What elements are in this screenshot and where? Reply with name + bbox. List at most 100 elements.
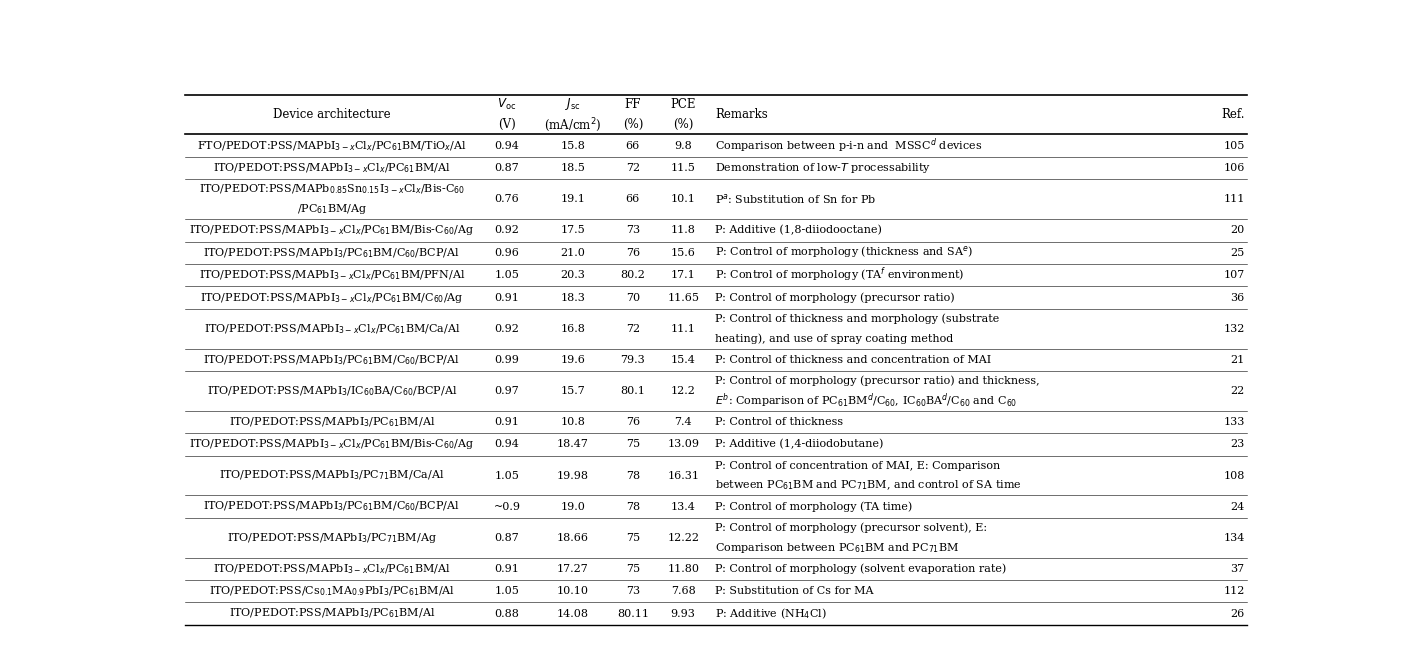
Text: $V_{\mathrm{oc}}$: $V_{\mathrm{oc}}$ bbox=[497, 97, 517, 112]
Text: 105: 105 bbox=[1223, 141, 1244, 151]
Text: Demonstration of low-$T$ processability: Demonstration of low-$T$ processability bbox=[714, 161, 931, 175]
Text: 9.8: 9.8 bbox=[675, 141, 692, 151]
Text: 111: 111 bbox=[1223, 194, 1244, 205]
Text: 21: 21 bbox=[1230, 355, 1244, 365]
Text: 1.05: 1.05 bbox=[494, 471, 520, 481]
Text: 21.0: 21.0 bbox=[561, 248, 585, 258]
Text: P: Additive (1,4-diiodobutane): P: Additive (1,4-diiodobutane) bbox=[714, 440, 884, 449]
Text: 0.91: 0.91 bbox=[494, 417, 520, 427]
Text: 19.6: 19.6 bbox=[561, 355, 585, 365]
Text: ITO/PEDOT:PSS/MAPbI$_{3-x}$Cl$_x$/PC$_{61}$BM/Al: ITO/PEDOT:PSS/MAPbI$_{3-x}$Cl$_x$/PC$_{6… bbox=[213, 162, 450, 175]
Text: ITO/PEDOT:PSS/MAPbI$_{3-x}$Cl$_x$/PC$_{61}$BM/Al: ITO/PEDOT:PSS/MAPbI$_{3-x}$Cl$_x$/PC$_{6… bbox=[213, 562, 450, 575]
Text: PCE: PCE bbox=[671, 98, 696, 111]
Text: 9.93: 9.93 bbox=[671, 608, 696, 619]
Text: 15.8: 15.8 bbox=[561, 141, 585, 151]
Text: (%): (%) bbox=[674, 118, 693, 131]
Text: 24: 24 bbox=[1230, 502, 1244, 512]
Text: 0.91: 0.91 bbox=[494, 293, 520, 303]
Text: 7.4: 7.4 bbox=[675, 417, 692, 427]
Text: 14.08: 14.08 bbox=[556, 608, 589, 619]
Text: ITO/PEDOT:PSS/MAPbI$_3$/PC$_{61}$BM/C$_{60}$/BCP/Al: ITO/PEDOT:PSS/MAPbI$_3$/PC$_{61}$BM/C$_{… bbox=[203, 353, 460, 367]
Text: 78: 78 bbox=[626, 471, 640, 481]
Text: 10.10: 10.10 bbox=[556, 587, 589, 596]
Text: P: Control of morphology (TA$^f$ environment): P: Control of morphology (TA$^f$ environ… bbox=[714, 266, 964, 285]
Text: 76: 76 bbox=[626, 248, 640, 258]
Text: 12.2: 12.2 bbox=[671, 386, 696, 396]
Text: 18.3: 18.3 bbox=[561, 293, 585, 303]
Text: 72: 72 bbox=[626, 163, 640, 173]
Text: 1.05: 1.05 bbox=[494, 270, 520, 280]
Text: ITO/PEDOT:PSS/MAPbI$_3$/PC$_{71}$BM/Ag: ITO/PEDOT:PSS/MAPbI$_3$/PC$_{71}$BM/Ag bbox=[227, 531, 436, 545]
Text: ITO/PEDOT:PSS/MAPbI$_{3-x}$Cl$_x$/PC$_{61}$BM/Bis-C$_{60}$/Ag: ITO/PEDOT:PSS/MAPbI$_{3-x}$Cl$_x$/PC$_{6… bbox=[189, 223, 474, 237]
Text: 15.6: 15.6 bbox=[671, 248, 696, 258]
Text: 133: 133 bbox=[1223, 417, 1244, 427]
Text: 22: 22 bbox=[1230, 386, 1244, 396]
Text: 112: 112 bbox=[1223, 587, 1244, 596]
Text: 11.1: 11.1 bbox=[671, 324, 696, 334]
Text: $E^b$: Comparison of PC$_{61}$BM$^d$/C$_{60}$, IC$_{60}$BA$^d$/C$_{60}$ and C$_{: $E^b$: Comparison of PC$_{61}$BM$^d$/C$_… bbox=[714, 391, 1017, 410]
Text: 26: 26 bbox=[1230, 608, 1244, 619]
Text: 18.66: 18.66 bbox=[556, 533, 589, 543]
Text: Comparison between PC$_{61}$BM and PC$_{71}$BM: Comparison between PC$_{61}$BM and PC$_{… bbox=[714, 541, 959, 555]
Text: 80.11: 80.11 bbox=[617, 608, 650, 619]
Text: FF: FF bbox=[624, 98, 641, 111]
Text: P: Control of morphology (thickness and SA$^e$): P: Control of morphology (thickness and … bbox=[714, 245, 973, 260]
Text: P$^a$: Substitution of Sn for Pb: P$^a$: Substitution of Sn for Pb bbox=[714, 192, 875, 207]
Text: P: Substitution of Cs for MA: P: Substitution of Cs for MA bbox=[714, 587, 874, 596]
Text: 73: 73 bbox=[626, 587, 640, 596]
Text: 0.87: 0.87 bbox=[494, 163, 520, 173]
Text: Device architecture: Device architecture bbox=[273, 108, 391, 121]
Text: 0.97: 0.97 bbox=[494, 386, 520, 396]
Text: 10.8: 10.8 bbox=[561, 417, 585, 427]
Text: ITO/PEDOT:PSS/MAPbI$_{3-x}$Cl$_x$/PC$_{61}$BM/C$_{60}$/Ag: ITO/PEDOT:PSS/MAPbI$_{3-x}$Cl$_x$/PC$_{6… bbox=[201, 291, 463, 305]
Text: 15.7: 15.7 bbox=[561, 386, 585, 396]
Text: 75: 75 bbox=[626, 440, 640, 449]
Text: P: Control of thickness and morphology (substrate: P: Control of thickness and morphology (… bbox=[714, 314, 1000, 324]
Text: P: Control of morphology (precursor solvent), E:: P: Control of morphology (precursor solv… bbox=[714, 522, 987, 533]
Text: 73: 73 bbox=[626, 225, 640, 235]
Text: 11.5: 11.5 bbox=[671, 163, 696, 173]
Text: ITO/PEDOT:PSS/MAPbI$_3$/PC$_{61}$BM/Al: ITO/PEDOT:PSS/MAPbI$_3$/PC$_{61}$BM/Al bbox=[229, 607, 435, 620]
Text: 17.27: 17.27 bbox=[556, 564, 589, 574]
Text: P: Control of morphology (precursor ratio): P: Control of morphology (precursor rati… bbox=[714, 293, 955, 303]
Text: 20.3: 20.3 bbox=[561, 270, 585, 280]
Text: 12.22: 12.22 bbox=[666, 533, 699, 543]
Text: 0.92: 0.92 bbox=[494, 324, 520, 334]
Text: P: Control of morphology (TA time): P: Control of morphology (TA time) bbox=[714, 501, 912, 512]
Text: 72: 72 bbox=[626, 324, 640, 334]
Text: 23: 23 bbox=[1230, 440, 1244, 449]
Text: 0.99: 0.99 bbox=[494, 355, 520, 365]
Text: ITO/PEDOT:PSS/MAPbI$_3$/PC$_{61}$BM/Al: ITO/PEDOT:PSS/MAPbI$_3$/PC$_{61}$BM/Al bbox=[229, 415, 435, 429]
Text: (V): (V) bbox=[498, 118, 515, 131]
Text: 11.65: 11.65 bbox=[666, 293, 699, 303]
Text: /PC$_{61}$BM/Ag: /PC$_{61}$BM/Ag bbox=[297, 202, 367, 216]
Text: 108: 108 bbox=[1223, 471, 1244, 481]
Text: $J_{\mathrm{sc}}$: $J_{\mathrm{sc}}$ bbox=[565, 97, 580, 113]
Text: 25: 25 bbox=[1230, 248, 1244, 258]
Text: heating), and use of spray coating method: heating), and use of spray coating metho… bbox=[714, 334, 953, 344]
Text: 79.3: 79.3 bbox=[620, 355, 645, 365]
Text: 1.05: 1.05 bbox=[494, 587, 520, 596]
Text: 16.31: 16.31 bbox=[666, 471, 699, 481]
Text: 37: 37 bbox=[1230, 564, 1244, 574]
Text: 76: 76 bbox=[626, 417, 640, 427]
Text: 0.88: 0.88 bbox=[494, 608, 520, 619]
Text: 0.92: 0.92 bbox=[494, 225, 520, 235]
Text: 0.96: 0.96 bbox=[494, 248, 520, 258]
Text: ITO/PEDOT:PSS/MAPb$_{0.85}$Sn$_{0.15}$I$_{3-x}$Cl$_x$/Bis-C$_{60}$: ITO/PEDOT:PSS/MAPb$_{0.85}$Sn$_{0.15}$I$… bbox=[199, 183, 465, 196]
Text: (%): (%) bbox=[623, 118, 642, 131]
Text: 66: 66 bbox=[626, 194, 640, 205]
Text: Remarks: Remarks bbox=[714, 108, 768, 121]
Text: Comparison between p-i-n and  MSSC$^d$ devices: Comparison between p-i-n and MSSC$^d$ de… bbox=[714, 136, 983, 155]
Text: 0.76: 0.76 bbox=[494, 194, 520, 205]
Text: 0.91: 0.91 bbox=[494, 564, 520, 574]
Text: 0.94: 0.94 bbox=[494, 440, 520, 449]
Text: 11.8: 11.8 bbox=[671, 225, 696, 235]
Text: P: Additive (NH$_4$Cl): P: Additive (NH$_4$Cl) bbox=[714, 606, 826, 621]
Text: P: Control of thickness: P: Control of thickness bbox=[714, 417, 843, 427]
Text: 19.0: 19.0 bbox=[561, 502, 585, 512]
Text: ITO/PEDOT:PSS/MAPbI$_3$/PC$_{61}$BM/C$_{60}$/BCP/Al: ITO/PEDOT:PSS/MAPbI$_3$/PC$_{61}$BM/C$_{… bbox=[203, 246, 460, 260]
Text: ITO/PEDOT:PSS/MAPbI$_3$/IC$_{60}$BA/C$_{60}$/BCP/Al: ITO/PEDOT:PSS/MAPbI$_3$/IC$_{60}$BA/C$_{… bbox=[206, 384, 457, 398]
Text: P: Control of thickness and concentration of MAI: P: Control of thickness and concentratio… bbox=[714, 355, 991, 365]
Text: ITO/PEDOT:PSS/MAPbI$_{3-x}$Cl$_x$/PC$_{61}$BM/PFN/Al: ITO/PEDOT:PSS/MAPbI$_{3-x}$Cl$_x$/PC$_{6… bbox=[199, 268, 465, 282]
